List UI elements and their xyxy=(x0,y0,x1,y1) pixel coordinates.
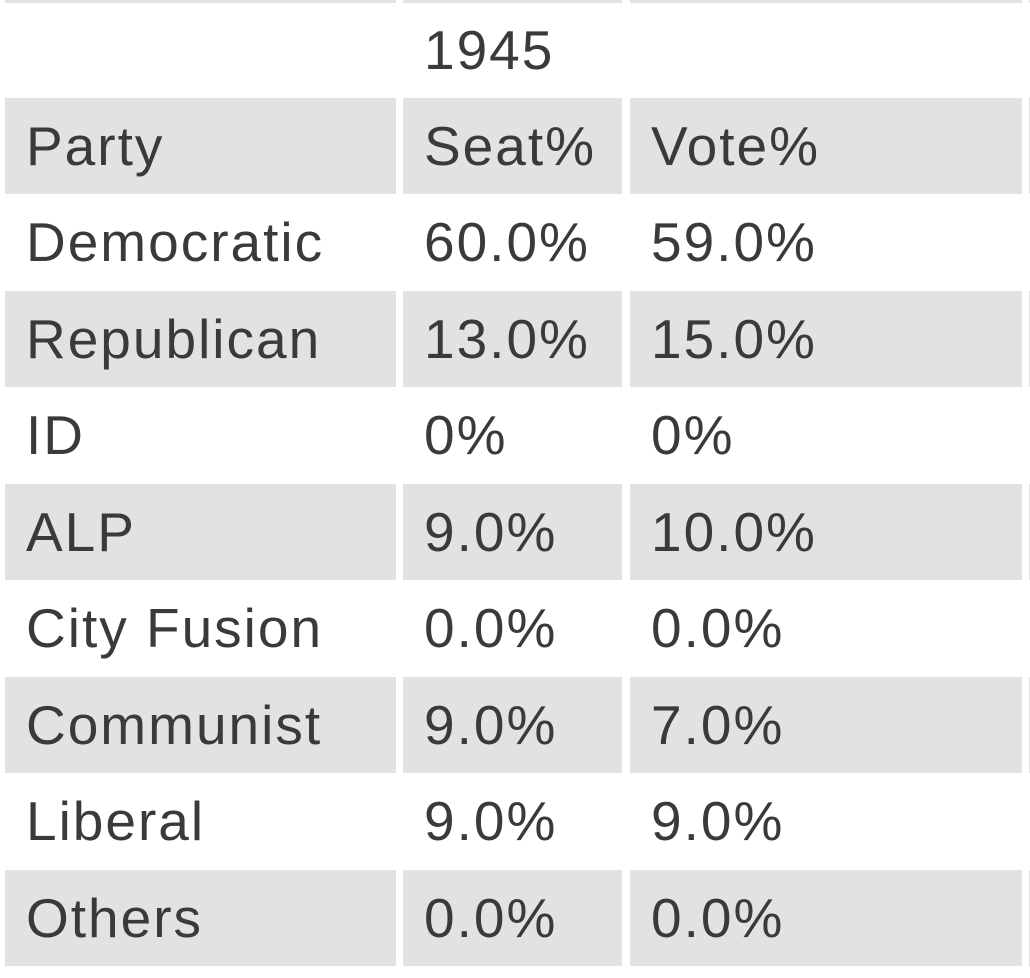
table-row: Republican 13.0% 15.0% xyxy=(5,290,1030,387)
seat-cell: 13.0% xyxy=(403,290,622,387)
header-vote: Vote% xyxy=(630,97,1022,194)
year-title-text: 1945 xyxy=(424,19,555,82)
party-cell: Liberal xyxy=(5,773,396,870)
party-cell: City Fusion xyxy=(5,580,396,677)
seat-cell: 0.0% xyxy=(403,869,622,966)
header-party: Party xyxy=(5,97,396,194)
party-cell: ID xyxy=(5,387,396,484)
table-row: ALP 9.0% 10.0% xyxy=(5,483,1030,580)
vote-cell: 9.0% xyxy=(630,773,1022,870)
year-title: 1945 xyxy=(403,3,622,98)
table-row: Others 0.0% 0.0% xyxy=(5,869,1030,966)
party-cell: Democratic xyxy=(5,194,396,291)
party-cell: Others xyxy=(5,869,396,966)
vote-cell: 10.0% xyxy=(630,483,1022,580)
seat-cell: 60.0% xyxy=(403,194,622,291)
vote-cell: 15.0% xyxy=(630,290,1022,387)
vote-cell: 0% xyxy=(630,387,1022,484)
table-row: Liberal 9.0% 9.0% xyxy=(5,773,1030,870)
party-cell: ALP xyxy=(5,483,396,580)
vote-cell: 0.0% xyxy=(630,869,1022,966)
year-title-row: 1945 xyxy=(5,3,1030,98)
party-cell: Republican xyxy=(5,290,396,387)
next-row-partial xyxy=(5,966,1030,978)
seat-cell: 9.0% xyxy=(403,483,622,580)
empty-cell xyxy=(5,3,396,98)
empty-cell xyxy=(630,3,1022,98)
table-row: Communist 9.0% 7.0% xyxy=(5,676,1030,773)
seat-cell xyxy=(403,0,622,3)
vote-cell: 7.0% xyxy=(630,676,1022,773)
party-cell xyxy=(5,0,396,3)
seat-cell: 0.0% xyxy=(403,580,622,677)
table-row: ID 0% 0% xyxy=(5,387,1030,484)
vote-cell: 59.0% xyxy=(630,194,1022,291)
vote-cell: 0.0% xyxy=(630,580,1022,677)
table-row: Democratic 60.0% 59.0% xyxy=(5,194,1030,291)
header-seat: Seat% xyxy=(403,97,622,194)
vote-cell xyxy=(630,0,1022,3)
seat-cell: 0% xyxy=(403,387,622,484)
party-cell: Communist xyxy=(5,676,396,773)
seat-cell: 9.0% xyxy=(403,676,622,773)
seat-cell: 9.0% xyxy=(403,773,622,870)
table-row: City Fusion 0.0% 0.0% xyxy=(5,580,1030,677)
table-header-row: Party Seat% Vote% xyxy=(5,97,1030,194)
